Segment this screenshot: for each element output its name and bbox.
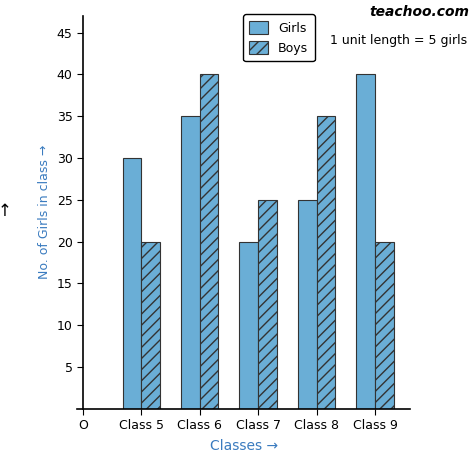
Bar [258, 200, 277, 409]
Text: ↑: ↑ [0, 202, 12, 219]
Legend: Girls, Boys: Girls, Boys [243, 15, 315, 61]
Bar [181, 116, 200, 409]
Text: 1 unit length = 5 girls: 1 unit length = 5 girls [330, 34, 467, 47]
Bar [317, 116, 335, 409]
Bar [123, 158, 141, 409]
Y-axis label: No. of Girls in class →: No. of Girls in class → [38, 145, 51, 279]
Bar [141, 241, 160, 409]
Bar [298, 200, 317, 409]
X-axis label: Classes →: Classes → [210, 439, 278, 453]
Bar [356, 74, 375, 409]
Bar [239, 241, 258, 409]
Text: teachoo.com: teachoo.com [369, 5, 469, 19]
Bar [375, 241, 394, 409]
Bar [200, 74, 219, 409]
